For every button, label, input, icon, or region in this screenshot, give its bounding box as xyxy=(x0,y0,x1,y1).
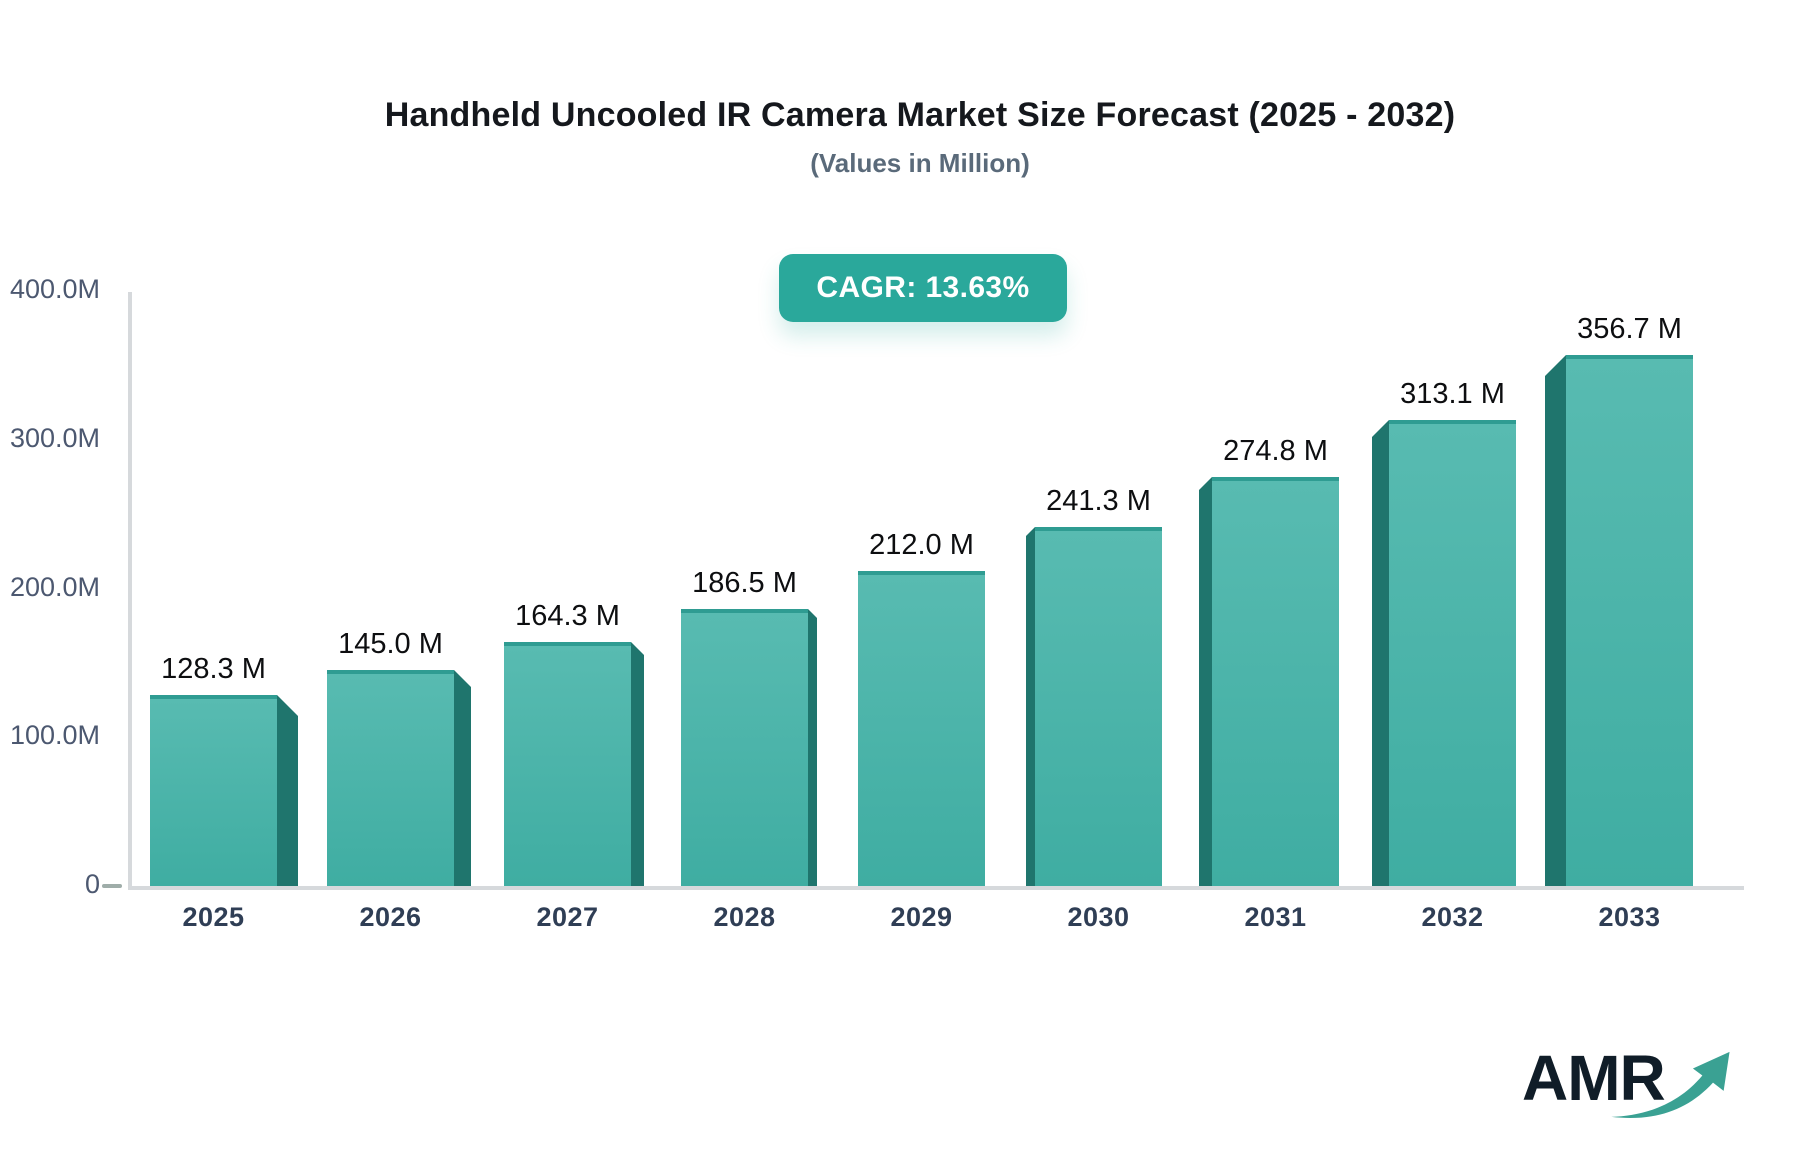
bar-2027-side xyxy=(631,642,644,886)
bar-2031 xyxy=(1212,477,1339,886)
x-tick-label: 2031 xyxy=(1244,902,1307,932)
bar-2028 xyxy=(681,609,808,886)
amr-logo-text: AMR xyxy=(1522,1042,1666,1114)
page-subtitle: (Values in Million) xyxy=(810,148,1030,178)
bar-2026-side xyxy=(454,670,471,886)
bar-2032-side xyxy=(1372,420,1389,886)
cagr-badge: CAGR: 13.63% xyxy=(779,254,1067,322)
x-axis-line xyxy=(128,886,1744,890)
x-tick-label: 2030 xyxy=(1067,902,1130,932)
bar-2025 xyxy=(150,695,277,886)
x-tick-label: 2032 xyxy=(1421,902,1484,932)
bar-value-label: 164.3 M xyxy=(515,600,620,632)
bar-value-label: 356.7 M xyxy=(1577,313,1682,345)
bar-value-label: 313.1 M xyxy=(1400,378,1505,410)
bar-2028-side xyxy=(808,609,817,886)
bar-2033-side xyxy=(1545,355,1566,886)
x-tick-label: 2027 xyxy=(536,902,599,932)
bar-value-label: 212.0 M xyxy=(869,529,974,561)
bar-2030-side xyxy=(1026,527,1035,886)
bar-2033 xyxy=(1566,355,1693,886)
bar-2030 xyxy=(1035,527,1162,886)
bar-value-label: 128.3 M xyxy=(161,653,266,685)
bar-value-label: 145.0 M xyxy=(338,628,443,660)
y-axis-line xyxy=(128,292,132,890)
y-tick-label: 300.0M xyxy=(9,423,100,453)
x-tick-label: 2029 xyxy=(890,902,953,932)
cagr-badge-label: CAGR: 13.63% xyxy=(816,271,1030,304)
bar-2031-side xyxy=(1199,477,1212,886)
bar-2026 xyxy=(327,670,454,886)
page-title: Handheld Uncooled IR Camera Market Size … xyxy=(384,96,1456,134)
zero-tick-mark xyxy=(102,884,122,888)
y-tick-label: 0 xyxy=(84,869,100,899)
bar-value-label: 241.3 M xyxy=(1046,485,1151,517)
y-tick-label: 100.0M xyxy=(9,720,100,750)
y-tick-label: 200.0M xyxy=(9,572,100,602)
x-tick-label: 2028 xyxy=(713,902,776,932)
amr-logo: AMR xyxy=(1522,1046,1762,1138)
bar-value-label: 186.5 M xyxy=(692,567,797,599)
bar-2025-side xyxy=(277,695,298,886)
growth-arrow-icon xyxy=(1611,1051,1730,1118)
x-tick-label: 2033 xyxy=(1598,902,1661,932)
x-tick-label: 2026 xyxy=(359,902,422,932)
y-tick-label: 400.0M xyxy=(9,274,100,304)
bar-2027 xyxy=(504,642,631,886)
bar-value-label: 274.8 M xyxy=(1223,435,1328,467)
bar-2029 xyxy=(858,571,985,886)
x-tick-label: 2025 xyxy=(182,902,245,932)
bar-2032 xyxy=(1389,420,1516,886)
